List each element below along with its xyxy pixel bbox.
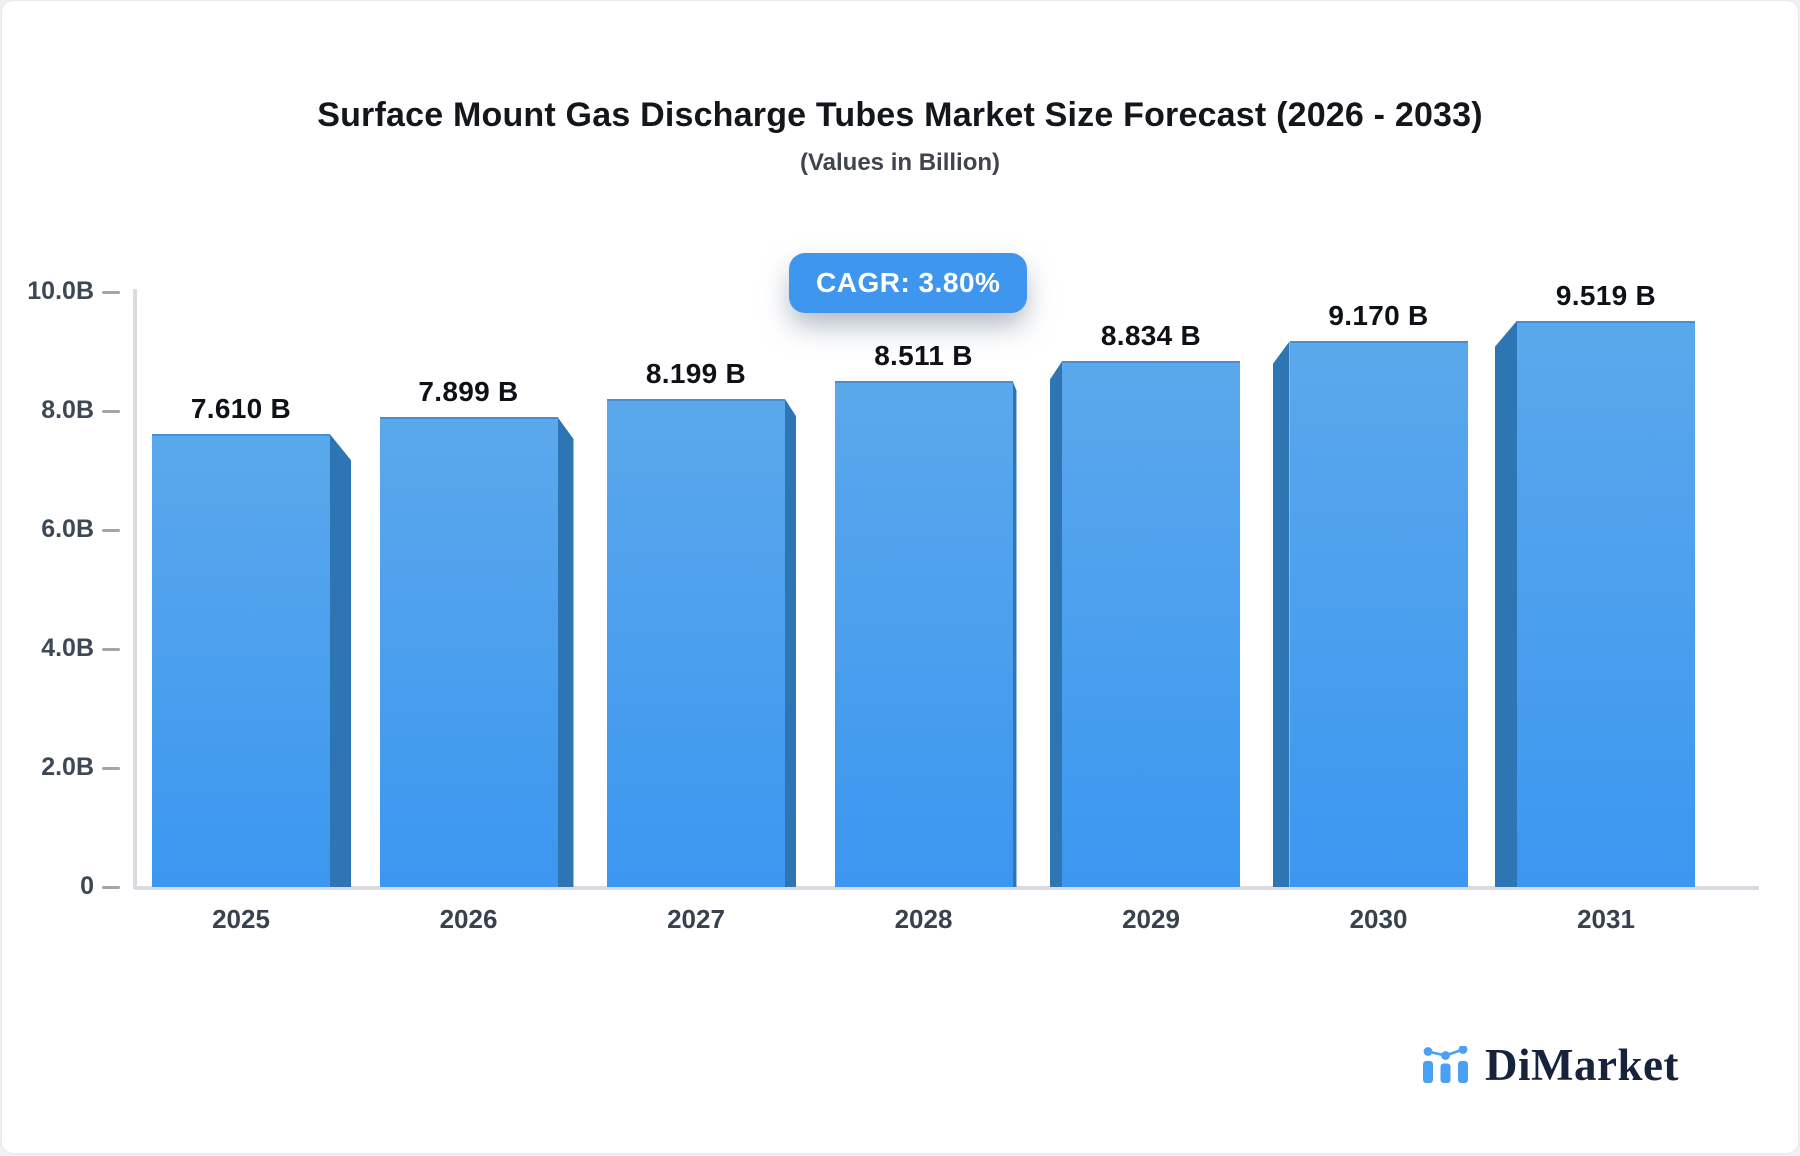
x-axis-label: 2027: [667, 904, 725, 934]
bar-side: [1495, 320, 1517, 887]
bar-face: [152, 434, 330, 887]
bar-face: [607, 399, 785, 887]
bar-value-label: 8.834 B: [1100, 320, 1202, 352]
bar-2026: [379, 417, 574, 887]
chart-title: Surface Mount Gas Discharge Tubes Market…: [317, 96, 1483, 134]
cagr-badge: CAGR: 3.80%: [789, 253, 1028, 313]
bar-value-label: 8.199 B: [645, 358, 747, 390]
bar-value-label: 8.511 B: [874, 339, 973, 371]
y-tick-dash: [102, 528, 120, 532]
y-tick-label: 6.0B: [41, 515, 94, 543]
bar-side: [557, 417, 574, 887]
bar-face: [1062, 361, 1240, 887]
y-tick-dash: [102, 766, 120, 770]
bar-face: [834, 380, 1013, 887]
y-tick-label: 0: [80, 872, 94, 900]
y-tick-dash: [102, 647, 120, 651]
bar-2029: [1050, 361, 1240, 887]
y-axis-line: [133, 289, 137, 889]
y-tick-dash: [102, 885, 120, 889]
bar-side: [785, 399, 796, 887]
bar-value-label: 9.519 B: [1555, 279, 1657, 311]
x-axis-label: 2029: [1122, 904, 1180, 934]
x-axis-label: 2031: [1577, 904, 1635, 934]
x-axis-label: 2030: [1349, 904, 1408, 934]
bar-value-label: 7.899 B: [418, 376, 519, 407]
bar-value-label: 9.170 B: [1328, 300, 1429, 332]
y-tick-label: 4.0B: [41, 634, 94, 662]
bar-2031: [1495, 320, 1695, 887]
bar-line-chart-icon: [1423, 1046, 1468, 1083]
brand-name: DiMarket: [1485, 1040, 1679, 1090]
bar-2027: [607, 399, 796, 887]
x-axis-line: [135, 886, 1759, 890]
y-tick-label: 2.0B: [41, 753, 94, 781]
bar-face: [379, 417, 558, 887]
bar-face: [1289, 341, 1468, 887]
x-axis-label: 2028: [894, 904, 953, 934]
y-tick-dash: [102, 409, 120, 413]
bar-2025: [152, 434, 351, 887]
x-axis-label: 2026: [439, 904, 498, 934]
bar-side: [1272, 341, 1290, 887]
brand-logo: DiMarket: [1422, 1039, 1679, 1091]
bar-2030: [1272, 341, 1468, 887]
y-tick-label: 8.0B: [41, 396, 94, 424]
bar-face: [1517, 320, 1695, 887]
bar-side: [1050, 361, 1062, 887]
y-tick-label: 10.0B: [27, 277, 94, 305]
bar-side: [1012, 380, 1017, 887]
bar-value-label: 7.610 B: [190, 393, 292, 425]
chart-subtitle: (Values in Billion): [799, 149, 1001, 176]
bar-side: [330, 434, 351, 887]
y-tick-dash: [102, 290, 120, 294]
x-axis-label: 2025: [212, 904, 270, 934]
bar-2028: [834, 380, 1017, 887]
